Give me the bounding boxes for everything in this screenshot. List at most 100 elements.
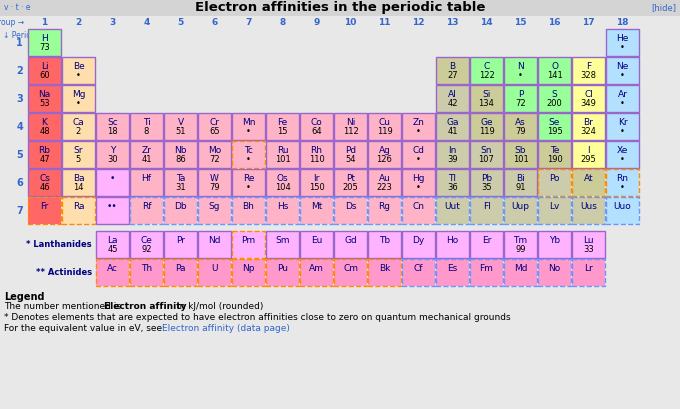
- Text: Electron affinity: Electron affinity: [104, 302, 186, 311]
- Text: Rg: Rg: [379, 202, 390, 211]
- Bar: [334, 169, 367, 196]
- Text: Ac: Ac: [107, 264, 118, 273]
- Bar: [62, 141, 95, 168]
- Text: Rn: Rn: [617, 174, 628, 183]
- Bar: [402, 259, 435, 286]
- Bar: [402, 169, 435, 196]
- Text: At: At: [583, 174, 594, 183]
- Text: 92: 92: [141, 245, 152, 254]
- Text: K: K: [41, 118, 48, 127]
- Text: ↓ Period: ↓ Period: [3, 31, 36, 40]
- Bar: [606, 29, 639, 56]
- Bar: [300, 231, 333, 258]
- Bar: [470, 57, 503, 84]
- Text: 11: 11: [378, 18, 391, 27]
- Bar: [266, 169, 299, 196]
- Text: Ca: Ca: [73, 118, 84, 127]
- Bar: [300, 113, 333, 140]
- Bar: [334, 259, 367, 286]
- Text: 18: 18: [616, 18, 629, 27]
- Bar: [130, 231, 163, 258]
- Bar: [436, 259, 469, 286]
- Text: Y: Y: [109, 146, 115, 155]
- Bar: [96, 231, 129, 258]
- Bar: [62, 85, 95, 112]
- Bar: [334, 113, 367, 140]
- Bar: [504, 85, 537, 112]
- Bar: [470, 259, 503, 286]
- Text: 2: 2: [75, 18, 82, 27]
- Bar: [470, 231, 503, 258]
- Bar: [62, 141, 95, 168]
- Bar: [504, 141, 537, 168]
- Bar: [470, 113, 503, 140]
- Text: La: La: [107, 236, 118, 245]
- Text: F: F: [586, 62, 591, 71]
- Bar: [232, 141, 265, 168]
- Bar: [164, 169, 197, 196]
- Bar: [402, 231, 435, 258]
- Text: Sm: Sm: [275, 236, 290, 245]
- Text: Eu: Eu: [311, 236, 322, 245]
- Bar: [28, 197, 61, 224]
- Bar: [28, 141, 61, 168]
- Text: 9: 9: [313, 18, 320, 27]
- Text: 54: 54: [345, 155, 356, 164]
- Bar: [28, 141, 61, 168]
- Bar: [368, 141, 401, 168]
- Text: Hf: Hf: [141, 174, 152, 183]
- Bar: [334, 231, 367, 258]
- Bar: [130, 141, 163, 168]
- Text: Sr: Sr: [73, 146, 83, 155]
- Bar: [232, 259, 265, 286]
- Bar: [572, 113, 605, 140]
- Text: * Denotes elements that are expected to have electron affinities close to zero o: * Denotes elements that are expected to …: [4, 313, 511, 322]
- Text: 101: 101: [275, 155, 290, 164]
- Text: Ir: Ir: [313, 174, 320, 183]
- Text: Lv: Lv: [549, 202, 560, 211]
- Text: Rh: Rh: [311, 146, 322, 155]
- Text: 328: 328: [581, 72, 596, 81]
- Bar: [198, 169, 231, 196]
- Text: Ga: Ga: [446, 118, 459, 127]
- Text: Ne: Ne: [616, 62, 629, 71]
- Bar: [62, 169, 95, 196]
- Text: •: •: [76, 99, 81, 108]
- Bar: [436, 141, 469, 168]
- Bar: [368, 197, 401, 224]
- Text: 42: 42: [447, 99, 458, 108]
- Bar: [606, 57, 639, 84]
- Bar: [28, 29, 61, 56]
- Bar: [130, 113, 163, 140]
- Bar: [164, 113, 197, 140]
- Bar: [368, 113, 401, 140]
- Bar: [538, 141, 571, 168]
- Bar: [62, 197, 95, 224]
- Text: 73: 73: [39, 43, 50, 52]
- Text: 6: 6: [211, 18, 218, 27]
- Bar: [300, 141, 333, 168]
- Bar: [470, 85, 503, 112]
- Bar: [334, 169, 367, 196]
- Text: Nd: Nd: [208, 236, 221, 245]
- Text: 99: 99: [515, 245, 526, 254]
- Bar: [28, 57, 61, 84]
- Bar: [232, 231, 265, 258]
- Bar: [130, 231, 163, 258]
- Bar: [334, 197, 367, 224]
- Text: 13: 13: [446, 18, 459, 27]
- Bar: [504, 231, 537, 258]
- Text: 150: 150: [309, 183, 324, 192]
- Text: Dy: Dy: [412, 236, 424, 245]
- Text: Np: Np: [242, 264, 255, 273]
- Text: 119: 119: [377, 127, 392, 136]
- Bar: [198, 113, 231, 140]
- Text: •: •: [109, 174, 115, 183]
- Bar: [0, 16, 680, 29]
- Bar: [436, 197, 469, 224]
- Text: 1: 1: [16, 38, 23, 47]
- Bar: [470, 197, 503, 224]
- Text: Pt: Pt: [346, 174, 355, 183]
- Bar: [96, 141, 129, 168]
- Bar: [368, 197, 401, 224]
